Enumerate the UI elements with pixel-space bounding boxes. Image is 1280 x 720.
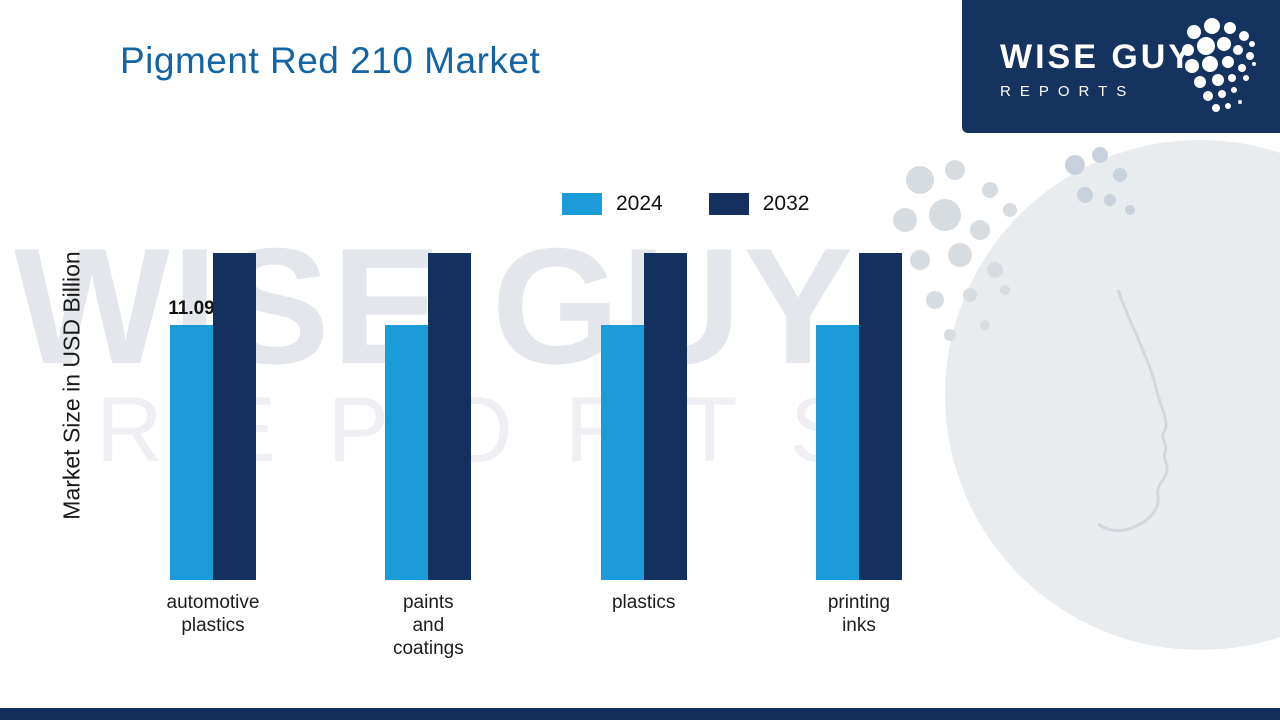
bar-value-label: 11.09 <box>168 298 215 319</box>
logo-head-icon <box>1182 18 1256 112</box>
bar-group: 11.09 automotive plastics <box>167 212 259 636</box>
legend-swatch <box>708 193 749 215</box>
legend-label: 2024 <box>616 192 663 215</box>
bar-2024 <box>600 325 644 580</box>
footer-bar <box>0 708 1280 720</box>
bar-2024 <box>815 325 859 580</box>
legend: 2024 2032 <box>562 192 809 216</box>
bar-2024 <box>385 325 429 580</box>
legend-item-2024: 2024 <box>562 192 663 216</box>
bar-2032 <box>858 253 902 580</box>
logo-brand-subtitle: REPORTS <box>1000 83 1136 100</box>
bar-2032 <box>213 253 256 580</box>
bar-2032 <box>643 253 687 580</box>
category-label: automotive plastics <box>166 592 260 636</box>
category-label: printing inks <box>827 592 891 636</box>
bar-group: paints and coatings <box>385 212 472 659</box>
page-title: Pigment Red 210 Market <box>120 40 541 81</box>
y-axis-label: Market Size in USD Billion <box>58 251 85 520</box>
bar-group: plastics <box>600 212 687 613</box>
bar-2032 <box>428 253 472 580</box>
background-circle <box>945 140 1280 650</box>
category-label: plastics <box>611 592 676 613</box>
bar-2024: 11.09 <box>168 298 215 580</box>
bar-chart: 11.09 automotive plastics paints and coati… <box>167 212 902 659</box>
bar-group: printing inks <box>815 212 902 636</box>
legend-swatch <box>562 193 602 215</box>
logo: WISE GUY REPORTS <box>962 0 1280 133</box>
legend-label: 2032 <box>762 192 810 215</box>
logo-brand-name: WISE GUY <box>1000 38 1195 76</box>
logo-text: WISE GUY REPORTS <box>1000 38 1194 100</box>
category-label: paints and coatings <box>392 592 464 659</box>
legend-item-2032: 2032 <box>708 192 810 216</box>
